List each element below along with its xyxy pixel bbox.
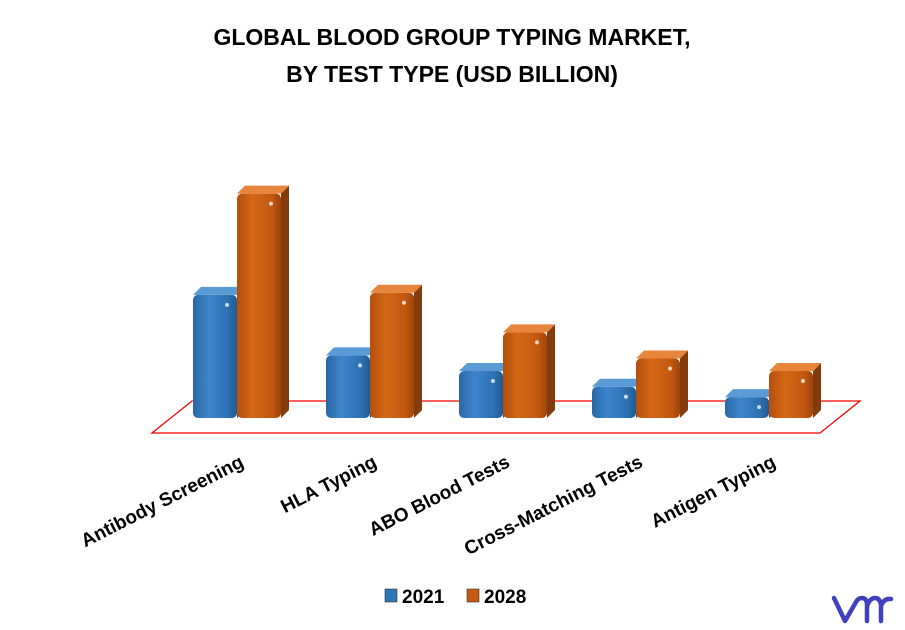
bar-highlight — [491, 379, 495, 384]
category-label-antigen-typing: Antigen Typing — [648, 452, 779, 533]
bar-cross-matching-tests-2028 — [636, 350, 688, 418]
legend-swatch-2021 — [384, 588, 398, 603]
chart-floor — [150, 400, 862, 434]
chart-title-line-2: BY TEST TYPE (USD BILLION) — [286, 61, 618, 87]
legend-swatch-2028 — [466, 588, 480, 603]
bar-front — [326, 355, 370, 418]
bar-front — [237, 193, 281, 418]
bar-front — [769, 371, 813, 418]
bar-top — [636, 350, 688, 359]
bar-top — [503, 324, 555, 333]
bar-front — [459, 371, 503, 418]
bar-side — [813, 363, 821, 418]
bar-top — [370, 284, 422, 293]
bar-top — [326, 347, 378, 356]
bar-top — [725, 389, 777, 398]
bar-highlight — [757, 405, 761, 410]
category-label-hla-typing: HLA Typing — [278, 452, 381, 518]
bar-side — [547, 324, 555, 418]
bar-highlight — [535, 340, 539, 345]
bar-top — [459, 363, 511, 372]
legend-label-2028: 2028 — [484, 587, 526, 608]
bar-hla-typing-2028 — [370, 284, 422, 418]
bar-top — [592, 378, 644, 387]
bar-antigen-typing-2028 — [769, 363, 821, 418]
bar-highlight — [668, 366, 672, 371]
bar-front — [636, 358, 680, 418]
bar-top — [193, 286, 245, 295]
bar-top — [769, 363, 821, 372]
bar-highlight — [358, 363, 362, 368]
bar-front — [592, 386, 636, 418]
bar-side — [414, 284, 422, 418]
bar-side — [281, 185, 289, 418]
category-label-antibody-screening: Antibody Screening — [78, 452, 247, 552]
bar-front — [503, 332, 547, 418]
bar-highlight — [269, 201, 273, 206]
bars-layer — [193, 185, 821, 418]
bar-front — [370, 292, 414, 418]
bar-highlight — [624, 394, 628, 399]
legend: 2021 2028 — [384, 587, 526, 608]
bar-front — [193, 294, 237, 418]
bar-top — [237, 185, 289, 194]
legend-label-2021: 2021 — [402, 587, 445, 608]
bar-abo-blood-tests-2028 — [503, 324, 555, 418]
vmr-logo-mark — [831, 595, 894, 624]
bar-side — [680, 350, 688, 418]
bar-highlight — [402, 300, 406, 305]
chart-title: GLOBAL BLOOD GROUP TYPING MARKET, BY TES… — [213, 24, 690, 87]
vmr-logo — [831, 595, 894, 624]
bar-highlight — [801, 379, 805, 384]
bar-antibody-screening-2028 — [237, 185, 289, 418]
chart-title-line-1: GLOBAL BLOOD GROUP TYPING MARKET, — [213, 24, 690, 50]
bar-front — [725, 397, 769, 418]
bar-highlight — [225, 302, 229, 307]
